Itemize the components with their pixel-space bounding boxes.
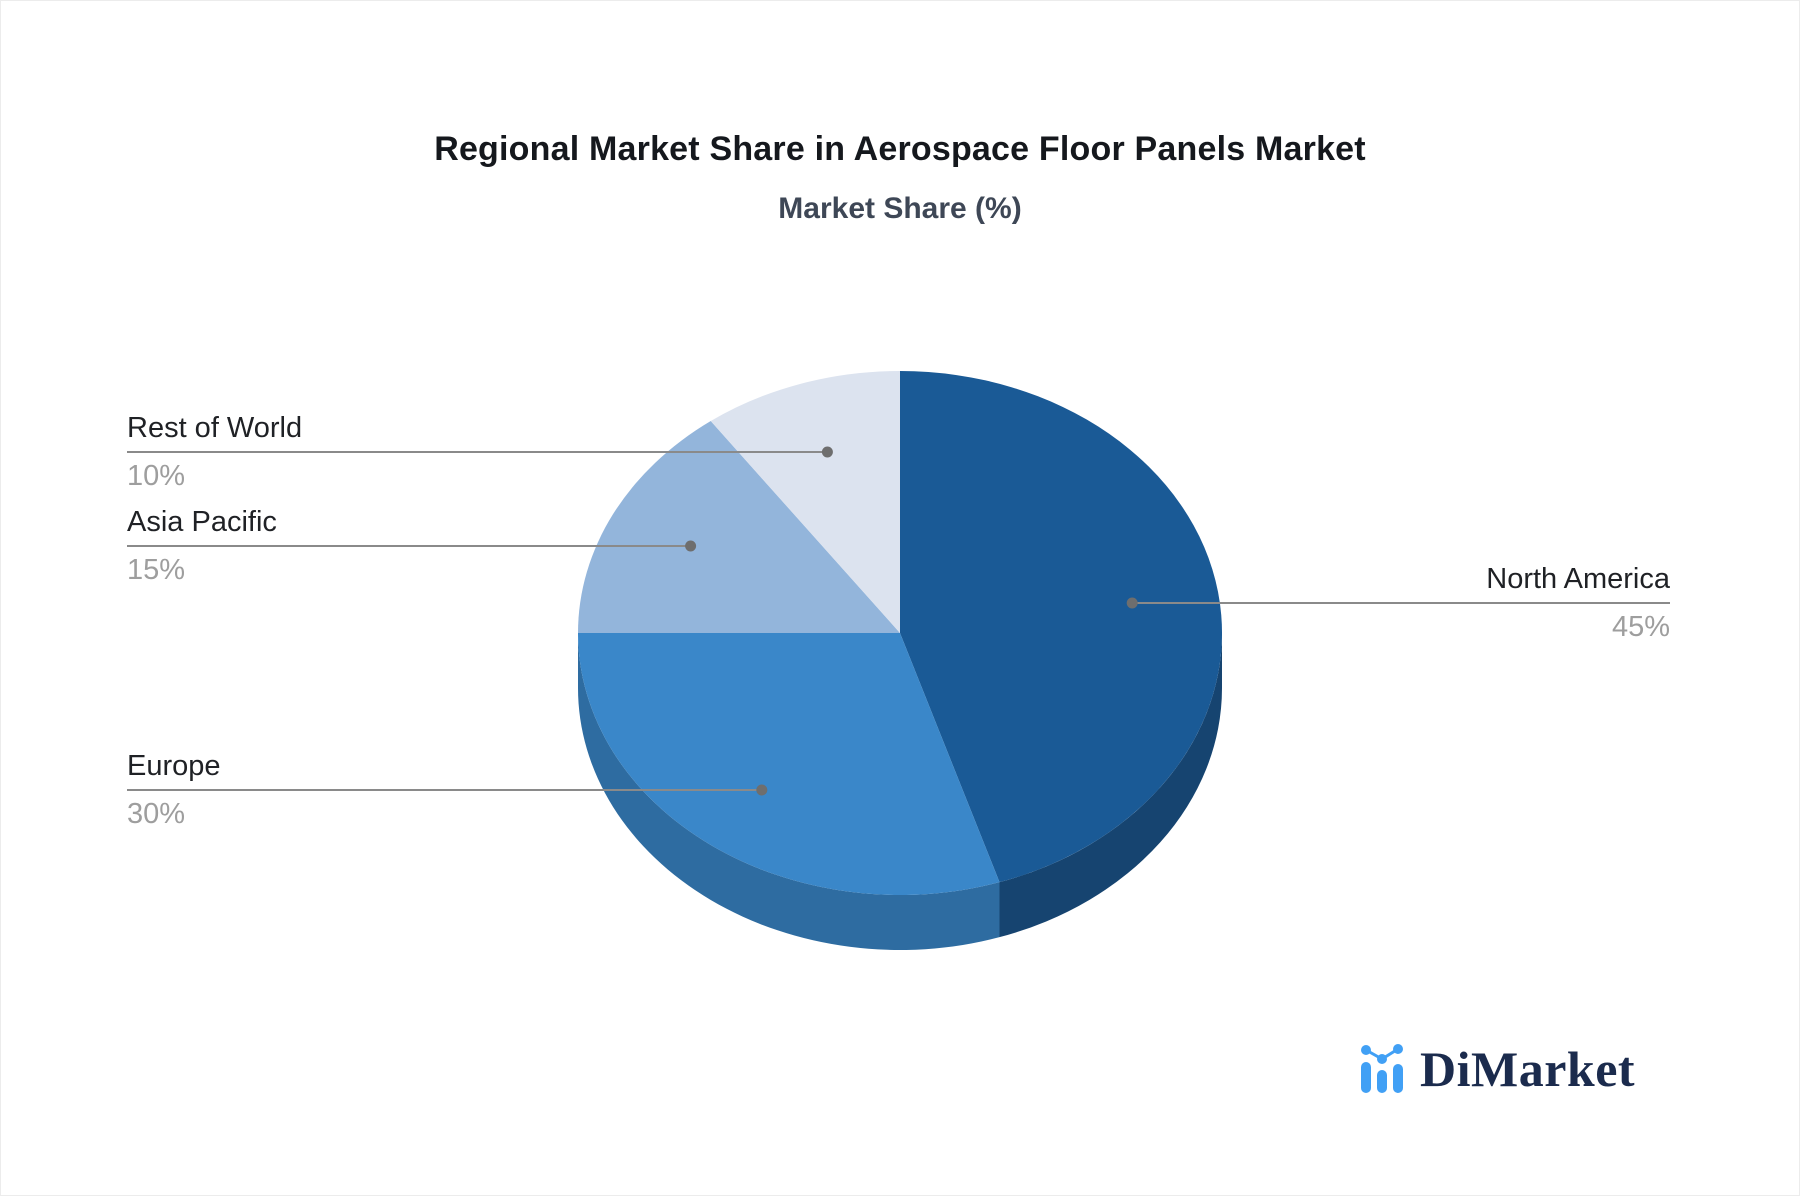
slice-value-text: 15% (127, 554, 186, 586)
slice-value-text: 10% (127, 460, 186, 492)
slice-label-asia-pacific: Asia Pacific (127, 505, 277, 539)
slice-label-text: Asia Pacific (127, 506, 277, 538)
slice-label-north-america: North America (1486, 562, 1670, 596)
pie-slice-asia-pacific[interactable] (578, 421, 900, 633)
pie-slice-north-america[interactable] (900, 371, 1223, 883)
slice-label-rest-of-world: Rest of World (127, 411, 302, 445)
slice-label-europe: Europe (127, 749, 221, 783)
logo-text: DiMarket (1420, 1041, 1636, 1097)
connector-dot-north-america (1126, 597, 1138, 609)
slice-value-asia-pacific: 15% (127, 553, 185, 587)
dimarket-logo: DiMarket (1358, 1038, 1635, 1100)
slice-label-text: North America (1486, 563, 1670, 595)
pie-side-north-america (999, 633, 1222, 938)
connector-dot-rest-of-world (821, 446, 833, 458)
chart-title: Regional Market Share in Aerospace Floor… (434, 130, 1366, 168)
slice-label-text: Rest of World (127, 412, 303, 444)
chart-subtitle: Market Share (%) (778, 192, 1022, 225)
slice-value-europe: 30% (127, 797, 185, 831)
pie-side-europe (578, 633, 1000, 951)
slice-value-text: 30% (127, 798, 186, 830)
pie-slice-rest-of-world[interactable] (710, 371, 900, 633)
slice-value-text: 45% (1611, 611, 1670, 643)
slice-label-text: Europe (127, 750, 221, 782)
connector-dot-asia-pacific (685, 540, 697, 552)
bar-line-chart-icon (1361, 1044, 1403, 1093)
connector-dot-europe (756, 784, 768, 796)
slice-value-north-america: 45% (1612, 610, 1670, 644)
pie-slice-europe[interactable] (578, 633, 1000, 896)
slice-value-rest-of-world: 10% (127, 459, 185, 493)
